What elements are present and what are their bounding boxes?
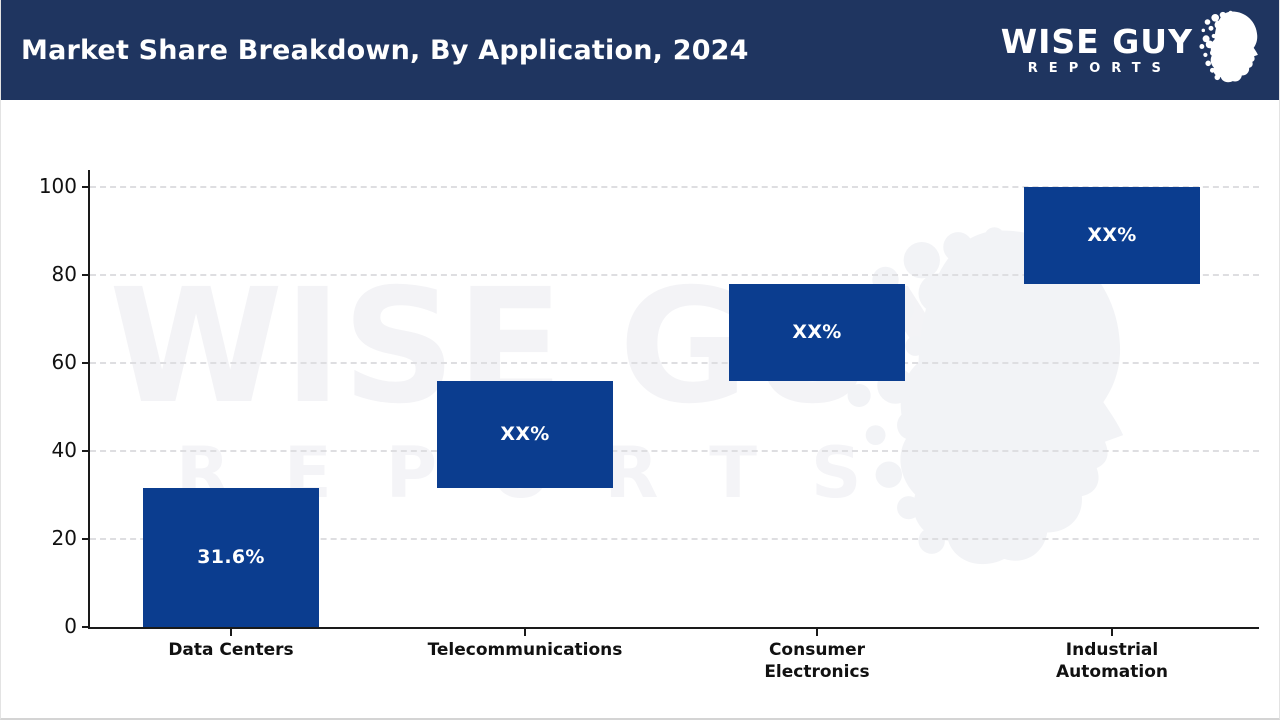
y-tick-mark-40 [82,450,89,452]
dotted-face-icon [1199,10,1258,83]
x-category-label-4: Industrial Automation [1056,640,1168,682]
logo-subtitle: REPORTS [1027,61,1172,76]
logo-text: WISE GUY REPORTS [1001,25,1193,75]
y-tick-label-20: 20 [51,526,77,550]
x-category-label-3: Consumer Electronics [764,640,870,682]
wise-guy-reports-logo: WISE GUY REPORTS [1001,8,1279,92]
y-tick-label-80: 80 [51,262,77,286]
gridline-80 [90,274,1259,276]
page-title: Market Share Breakdown, By Application, … [21,34,749,66]
gridline-60 [90,362,1259,364]
bar-segment-2: XX% [437,380,613,488]
y-tick-mark-80 [82,274,89,276]
x-axis-spine [88,627,1259,629]
bar-value-label-3: XX% [792,321,842,344]
x-tick-mark-4 [1111,629,1113,636]
x-tick-mark-3 [816,629,818,636]
bar-value-label-4: XX% [1087,224,1137,247]
y-tick-label-40: 40 [51,438,77,462]
y-tick-mark-60 [82,362,89,364]
header-band: Market Share Breakdown, By Application, … [1,0,1279,100]
gridline-40 [90,450,1259,452]
x-category-label-2: Telecommunications [427,640,623,660]
x-category-label-1: Data Centers [168,640,294,660]
x-tick-mark-1 [230,629,232,636]
y-tick-mark-100 [82,186,89,188]
bar-segment-3: XX% [729,283,905,381]
y-tick-label-60: 60 [51,350,77,374]
gridline-100 [90,186,1259,188]
gridline-20 [90,538,1259,540]
y-tick-mark-20 [82,538,89,540]
y-axis-spine [88,170,90,629]
y-tick-label-0: 0 [64,614,77,638]
bar-segment-4: XX% [1024,187,1200,284]
logo-wordmark: WISE GUY [1000,22,1193,61]
y-tick-label-100: 100 [38,174,77,198]
bar-value-label-2: XX% [500,423,550,446]
y-tick-mark-0 [82,626,89,628]
waterfall-chart: 31.6% XX% XX% XX% 0 20 40 60 80 100 Data Centers T… [1,100,1279,718]
x-tick-mark-2 [524,629,526,636]
bar-value-label-1: 31.6% [197,546,265,569]
bar-segment-1: 31.6% [143,487,319,627]
